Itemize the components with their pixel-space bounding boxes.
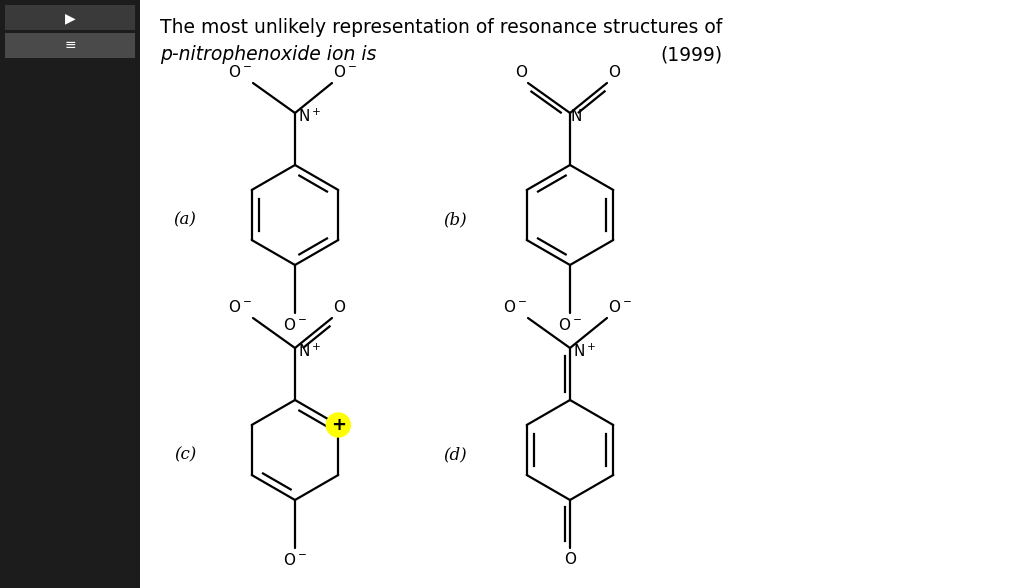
Bar [5,33,135,58]
Text: (a): (a) [173,212,197,229]
Text: N: N [571,109,583,123]
Text: O$^-$: O$^-$ [503,299,527,315]
Text: ▶: ▶ [65,11,76,25]
Circle shape [327,413,350,437]
Text: N$^+$: N$^+$ [573,342,596,360]
Text: O: O [515,65,527,80]
Text: (d): (d) [443,446,467,463]
Text: O: O [608,65,620,80]
Text: O$^-$: O$^-$ [228,299,252,315]
Text: O$^-$: O$^-$ [283,552,307,568]
Text: The most unlikely representation of resonance structures of: The most unlikely representation of reso… [160,18,722,37]
Text: O$^-$: O$^-$ [333,64,357,80]
Text: O$^-$: O$^-$ [228,64,252,80]
Bar [0,0,140,588]
Text: O$^-$: O$^-$ [558,317,582,333]
Text: ≡: ≡ [65,38,76,52]
Text: O$^-$: O$^-$ [608,299,632,315]
Text: N$^+$: N$^+$ [298,108,322,125]
Text: N$^+$: N$^+$ [298,342,322,360]
Text: (c): (c) [174,446,197,463]
Text: p-nitrophenoxide ion is: p-nitrophenoxide ion is [160,45,377,64]
Text: O: O [564,552,575,567]
Bar [5,5,135,30]
Text: (b): (b) [443,212,467,229]
Text: (1999): (1999) [660,45,722,64]
Text: O: O [333,300,345,315]
Text: +: + [331,416,346,434]
Text: O$^-$: O$^-$ [283,317,307,333]
